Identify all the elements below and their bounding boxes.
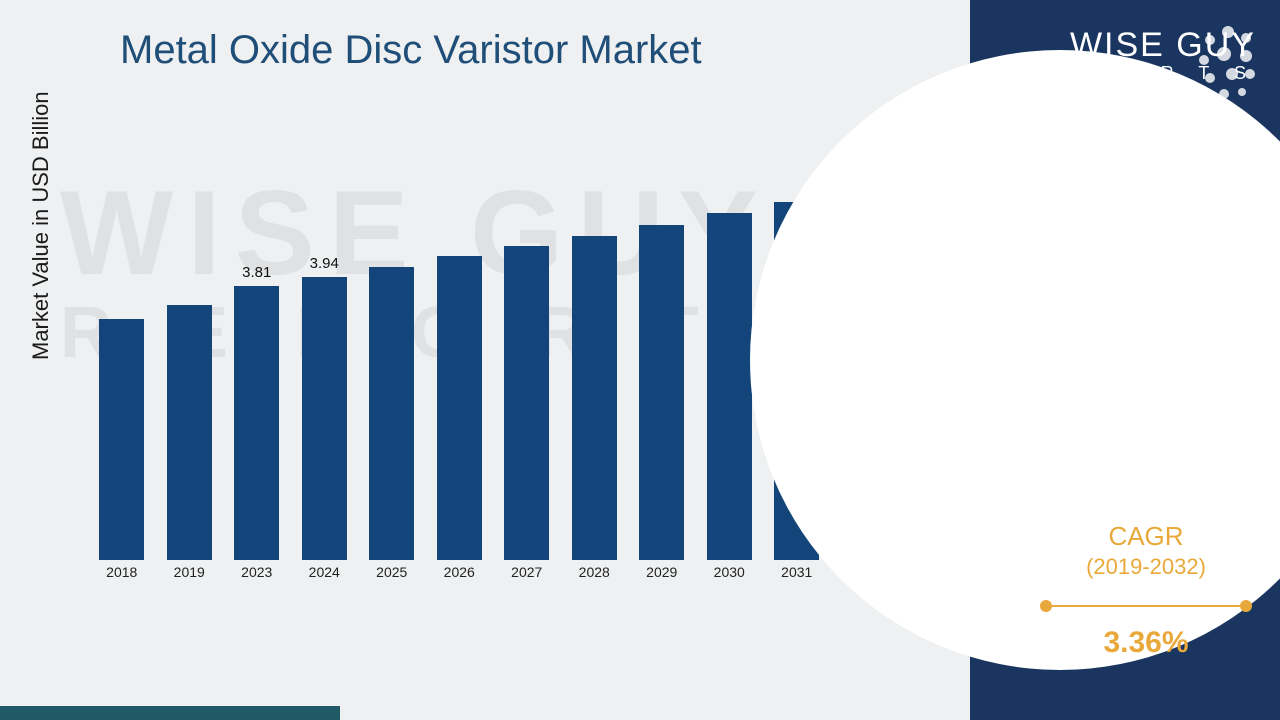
brand-logo: WISE GUY R E P O R T S bbox=[1010, 26, 1256, 84]
bar-rect bbox=[437, 256, 482, 560]
x-tick-label: 2031 bbox=[763, 564, 831, 580]
bar-value-label: 3.94 bbox=[310, 255, 339, 273]
bar-rect bbox=[167, 305, 212, 560]
footer-stripe bbox=[0, 706, 340, 720]
x-tick-label: 2024 bbox=[291, 564, 359, 580]
page-root: WISE GUY R E P O R T S Metal Oxide Disc … bbox=[0, 0, 1280, 720]
logo-main-text: WISE GUY bbox=[1010, 26, 1256, 65]
x-tick-label: 2029 bbox=[628, 564, 696, 580]
bar-rect bbox=[639, 225, 684, 560]
bar: 3.94 bbox=[302, 255, 347, 560]
bar bbox=[639, 203, 684, 560]
cagr-label: CAGR bbox=[1036, 521, 1256, 552]
bar-rect bbox=[504, 246, 549, 560]
bar: 3.81 bbox=[234, 264, 279, 560]
bar-value-label: 3.81 bbox=[242, 264, 271, 282]
x-tick-label: 2028 bbox=[561, 564, 629, 580]
cagr-block: CAGR (2019-2032) 3.36% bbox=[1036, 521, 1256, 660]
bar-rect bbox=[707, 213, 752, 560]
cagr-value: 3.36% bbox=[1036, 626, 1256, 660]
cagr-divider bbox=[1044, 596, 1248, 616]
bar bbox=[99, 297, 144, 560]
right-panel: WISE GUY R E P O R T S CAGR (2019-2032) … bbox=[970, 0, 1280, 720]
x-tick-label: 2025 bbox=[358, 564, 426, 580]
chart-title: Metal Oxide Disc Varistor Market bbox=[120, 28, 702, 73]
bar-rect bbox=[234, 286, 279, 560]
bar bbox=[369, 245, 414, 560]
x-tick-label: 2023 bbox=[223, 564, 291, 580]
cagr-range: (2019-2032) bbox=[1036, 554, 1256, 580]
x-tick-label: 2027 bbox=[493, 564, 561, 580]
x-tick-label: 2030 bbox=[696, 564, 764, 580]
x-tick-label: 2019 bbox=[156, 564, 224, 580]
bar bbox=[572, 214, 617, 560]
bar bbox=[437, 234, 482, 560]
bar bbox=[707, 191, 752, 560]
x-axis-labels: 2018201920232024202520262027202820292030… bbox=[88, 564, 898, 588]
bar bbox=[167, 283, 212, 560]
bar-rect bbox=[302, 277, 347, 560]
bar-rect bbox=[369, 267, 414, 560]
logo-sub-text: R E P O R T S bbox=[1010, 63, 1256, 84]
x-tick-label: 2018 bbox=[88, 564, 156, 580]
bar bbox=[504, 224, 549, 560]
bar-rect bbox=[99, 319, 144, 560]
x-tick-label: 2026 bbox=[426, 564, 494, 580]
y-axis-label: Market Value in USD Billion bbox=[28, 91, 54, 360]
bar-rect bbox=[572, 236, 617, 560]
